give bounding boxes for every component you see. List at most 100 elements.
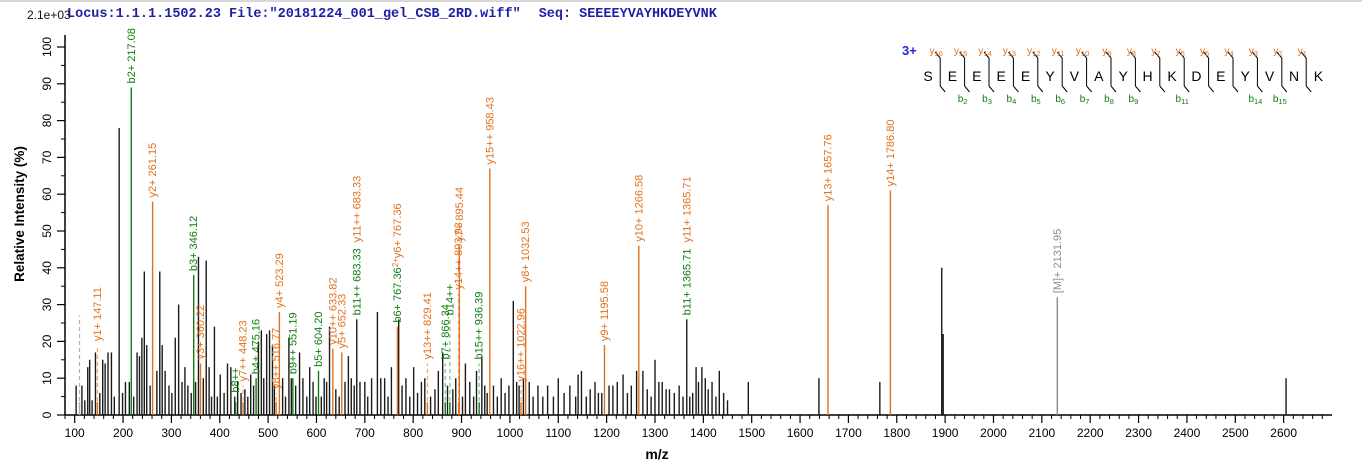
fragment-ion-label: y9	[1102, 46, 1111, 58]
x-tick-label: 2600	[1270, 426, 1297, 440]
x-tick-label: 1500	[738, 426, 765, 440]
x-tick-label: 2000	[980, 426, 1007, 440]
cleavage-mark	[1032, 51, 1039, 59]
y-tick-label: 40	[40, 261, 54, 275]
cleavage-mark	[1130, 51, 1136, 59]
cleavage-mark	[934, 51, 941, 59]
x-tick-label: 2500	[1222, 426, 1249, 440]
x-tick-label: 2100	[1028, 426, 1055, 440]
x-tick-label: 1400	[690, 426, 717, 440]
seq-label: Seq:	[538, 7, 572, 22]
peak-ion-label: y7+ 895.44	[454, 187, 466, 242]
cleavage-mark	[1110, 85, 1117, 93]
sequence-residue: A	[1094, 68, 1104, 84]
y-tick-label: 50	[40, 224, 54, 238]
peak-ion-label: y15++ 958.43	[484, 97, 496, 164]
fragment-ion-label: b5	[1031, 94, 1041, 106]
y-tick-label: 90	[40, 77, 54, 91]
y-tick-label: 10	[40, 371, 54, 385]
y-tick-label: 80	[40, 114, 54, 128]
peak-ion-label: y9+ 1195.58	[599, 281, 611, 341]
sequence-residue: Y	[1119, 68, 1129, 84]
peak-ion-label: b4+ 475.16	[251, 319, 263, 374]
sequence-residue: Y	[1045, 68, 1055, 84]
peak-ion-label: y3+ 360.22	[195, 305, 207, 360]
fragment-ion-label: b6	[1055, 94, 1065, 106]
y-tick-label: 20	[40, 334, 54, 348]
peak-ion-label: b3+ 346.12	[188, 216, 200, 271]
peak-ion-label: b7+ 866.34	[440, 304, 452, 359]
cleavage-mark	[1257, 85, 1263, 93]
spectrum-header: Locus:1.1.1.1502.23 File:"20181224_001_g…	[67, 7, 717, 22]
cleavage-mark	[1300, 51, 1307, 59]
y-axis-title: Relative Intensity (%)	[12, 146, 27, 282]
x-tick-label: 100	[65, 426, 85, 440]
precursor-charge: 3+	[902, 43, 917, 58]
fragment-ion-label: y2	[1273, 46, 1282, 58]
sequence-residue: E	[948, 68, 957, 84]
fragment-ion-label: y13	[1003, 46, 1016, 58]
cleavage-mark	[1008, 51, 1014, 59]
peak-ion-label: y13++ 829.41	[422, 292, 434, 359]
fragment-ion-label: y3	[1249, 46, 1258, 58]
y-tick-label: 100	[40, 37, 54, 57]
x-tick-label: 1800	[883, 426, 910, 440]
sequence-residue: K	[1314, 68, 1324, 84]
x-tick-label: 200	[113, 426, 133, 440]
cleavage-mark	[1183, 85, 1190, 93]
cleavage-mark	[1154, 51, 1161, 59]
fragment-ion-label: b14	[1248, 94, 1262, 106]
cleavage-mark	[1061, 85, 1068, 93]
peak-ion-label: y8+ 1032.53	[520, 221, 532, 282]
sequence-residue: D	[1191, 68, 1201, 84]
peak-ion-label: y10+ 1266.58	[633, 175, 645, 242]
y-tick-label: 0	[40, 411, 54, 418]
cleavage-mark	[983, 51, 990, 59]
x-tick-label: 2200	[1077, 426, 1104, 440]
x-tick-label: 400	[210, 426, 230, 440]
sequence-residue: K	[1167, 68, 1177, 84]
sequence-residue: N	[1289, 68, 1299, 84]
peak-ion-label: y10++ 633.82	[327, 277, 339, 344]
seq-value: SEEEEYVAYHKDEYVNK	[579, 7, 717, 22]
x-axis-title: m/z	[645, 446, 668, 462]
fragment-ion-label: b2	[958, 94, 968, 106]
fragment-ion-label: y1	[1298, 46, 1307, 58]
peak-ion-label: y5+ 652.33	[336, 294, 348, 349]
y-tick-label: 70	[40, 150, 54, 164]
fragment-ion-label: y16	[930, 46, 943, 58]
fragment-ion-label: b3	[982, 94, 992, 106]
peak-ion-label: b9++ 551.19	[287, 312, 299, 374]
peak-ion-label: b14++	[444, 284, 456, 315]
fragment-ion-label: y8	[1127, 46, 1136, 58]
x-tick-label: 2300	[1125, 426, 1152, 440]
fragment-ion-label: b11	[1176, 94, 1189, 106]
cleavage-mark	[1159, 85, 1166, 93]
x-tick-label: 700	[355, 426, 375, 440]
fragment-ion-label: y6	[1176, 46, 1185, 58]
cleavage-mark	[1281, 85, 1288, 93]
absolute-intensity-scale: 2.1e+03	[27, 8, 71, 22]
sequence-residue: E	[972, 68, 981, 84]
fragment-ion-label: y11	[1052, 46, 1065, 58]
cleavage-mark	[964, 85, 970, 93]
x-tick-label: 1000	[497, 426, 524, 440]
peak-ion-label: b11++ 683.33y11++ 683.33	[351, 176, 363, 316]
fragment-ion-label: y14	[978, 46, 991, 58]
cleavage-mark	[1252, 51, 1258, 59]
peak-ion-label: b6+ 767.362+y6+ 767.36	[391, 203, 404, 322]
locus-file-text: Locus:1.1.1.1502.23 File:"20181224_001_g…	[67, 7, 521, 22]
x-tick-label: 1200	[593, 426, 620, 440]
cleavage-mark	[1135, 85, 1141, 93]
cleavage-mark	[1105, 51, 1112, 59]
fragment-ion-label: b8	[1104, 94, 1114, 106]
sequence-residue: Y	[1241, 68, 1251, 84]
fragment-ion-label: b7	[1080, 94, 1090, 106]
cleavage-mark	[1232, 85, 1239, 93]
cleavage-mark	[1203, 51, 1209, 59]
x-tick-label: 500	[258, 426, 278, 440]
peak-ion-label: y4+ 523.29	[274, 253, 286, 308]
fragment-ion-label: b9	[1129, 94, 1139, 106]
cleavage-mark	[1208, 85, 1214, 93]
